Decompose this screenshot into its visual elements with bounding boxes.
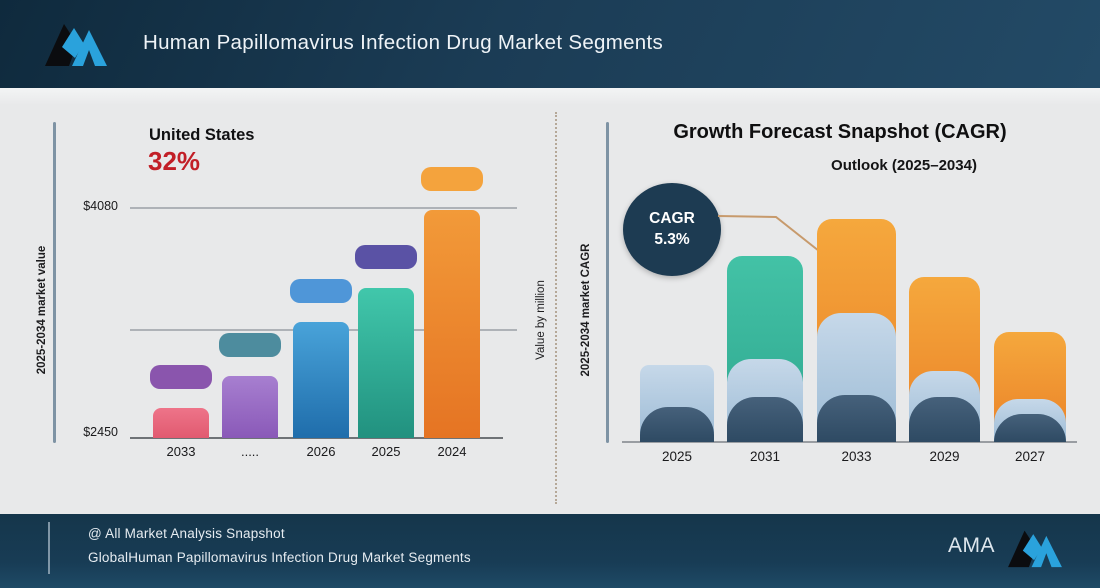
right-bar-2025-base	[640, 407, 714, 442]
footer-bar: @ All Market Analysis Snapshot GlobalHum…	[0, 514, 1100, 588]
footer-source-line: @ All Market Analysis Snapshot	[88, 526, 285, 541]
region-label: United States	[149, 126, 255, 144]
right-chart-xtick-2025: 2025	[661, 449, 693, 464]
left-chart-y-axis-label: 2025-2034 market value	[36, 245, 48, 375]
left-bar-2024	[424, 210, 480, 438]
left-chart-right-axis-label: Value by million	[535, 280, 547, 360]
cagr-badge: CAGR 5.3%	[623, 183, 721, 276]
left-bar-cap-2025	[355, 245, 417, 270]
left-chart-y-axis	[53, 122, 56, 443]
left-chart-xtick-.....: .....	[240, 444, 260, 459]
left-chart-ytick-4080: $4080	[83, 199, 118, 213]
left-bar-cap-2024	[421, 167, 483, 192]
right-chart-xtick-2029: 2029	[929, 449, 960, 464]
right-bar-2031-base	[727, 397, 803, 442]
right-bar-2029-base	[909, 397, 980, 442]
left-chart-xtick-2033: 2033	[166, 444, 196, 459]
footer-ama-logo-icon	[1008, 530, 1062, 568]
cagr-badge-label: CAGR	[649, 210, 695, 228]
left-chart-xtick-2024: 2024	[437, 444, 467, 459]
right-chart-y-axis	[606, 122, 609, 443]
right-bar-2033-base	[817, 395, 896, 442]
page-title: Human Papillomavirus Infection Drug Mark…	[143, 31, 664, 54]
left-bar-2025	[358, 288, 414, 438]
left-bar-cap-2033	[150, 365, 212, 390]
left-bar-2033	[153, 408, 209, 438]
cagr-connector-line	[717, 215, 820, 252]
right-chart-y-axis-label: 2025-2034 market CAGR	[580, 243, 592, 377]
right-chart-xtick-2033: 2033	[841, 449, 872, 464]
footer-title-line: GlobalHuman Papillomavirus Infection Dru…	[88, 550, 471, 565]
right-chart-title: Growth Forecast Snapshot (CAGR)	[673, 121, 1007, 143]
ama-logo-icon	[45, 24, 107, 66]
left-bar-cap-2026	[290, 279, 352, 304]
highlight-percentage: 32%	[148, 146, 201, 176]
left-bar-cap-.....	[219, 332, 281, 357]
right-chart-subtitle: Outlook (2025–2034)	[831, 157, 977, 174]
right-chart-xtick-2031: 2031	[749, 449, 781, 464]
left-chart-x-axis	[130, 437, 503, 439]
left-chart-ytick-2450: $2450	[83, 425, 118, 439]
left-chart-gridline-upper	[130, 207, 517, 209]
left-bar-2026	[293, 322, 349, 438]
cagr-badge-value: 5.3%	[654, 230, 690, 248]
panel-divider	[555, 112, 557, 504]
header-bar: Human Papillomavirus Infection Drug Mark…	[0, 0, 1100, 88]
footer-brand-text: AMA	[948, 534, 996, 557]
left-chart-xtick-2025: 2025	[371, 444, 401, 459]
right-chart-xtick-2027: 2027	[1014, 449, 1046, 464]
right-bar-2027-base	[994, 414, 1066, 442]
footer-divider-line	[48, 522, 50, 574]
left-chart-xtick-2026: 2026	[306, 444, 336, 459]
left-bar-.....	[222, 375, 278, 438]
